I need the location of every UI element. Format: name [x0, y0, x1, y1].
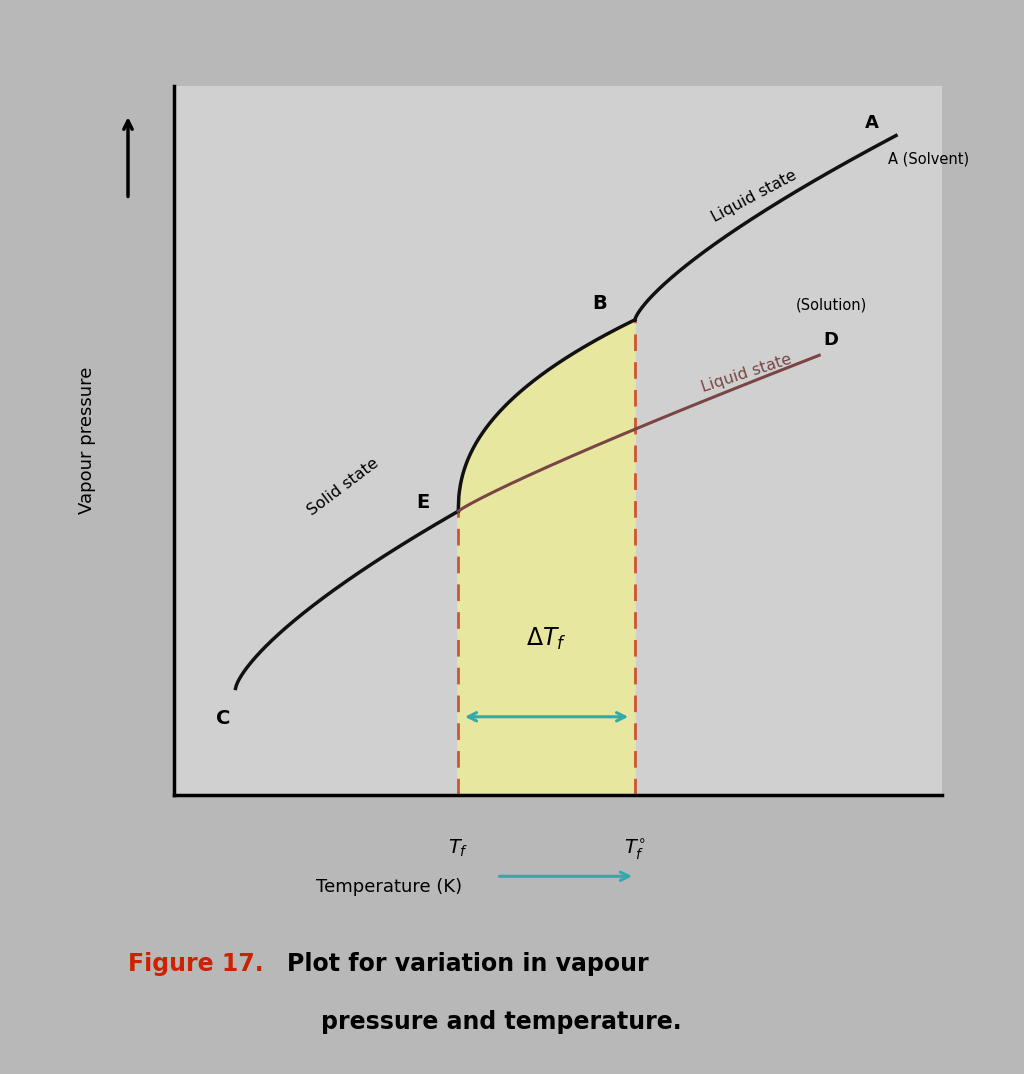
Polygon shape	[459, 430, 635, 795]
Text: $\Delta T_f$: $\Delta T_f$	[526, 626, 567, 652]
Text: (Solution): (Solution)	[797, 297, 867, 313]
Text: A: A	[865, 115, 880, 132]
Text: Temperature (K): Temperature (K)	[316, 877, 462, 896]
Text: D: D	[823, 331, 838, 349]
Text: Figure 17.: Figure 17.	[128, 953, 263, 976]
Text: E: E	[416, 493, 429, 511]
Text: Plot for variation in vapour: Plot for variation in vapour	[287, 953, 649, 976]
Text: $T_f^{\circ}$: $T_f^{\circ}$	[624, 838, 646, 862]
Text: Vapour pressure: Vapour pressure	[78, 366, 96, 514]
Text: pressure and temperature.: pressure and temperature.	[321, 1011, 681, 1034]
Text: Liquid state: Liquid state	[699, 351, 794, 395]
Polygon shape	[459, 320, 635, 795]
Text: Solid state: Solid state	[305, 455, 381, 518]
Text: A (Solvent): A (Solvent)	[889, 151, 970, 166]
Polygon shape	[459, 320, 635, 511]
Text: B: B	[593, 294, 607, 314]
Text: Liquid state: Liquid state	[709, 168, 799, 224]
Text: $T_f$: $T_f$	[449, 838, 468, 858]
Text: C: C	[216, 709, 230, 728]
